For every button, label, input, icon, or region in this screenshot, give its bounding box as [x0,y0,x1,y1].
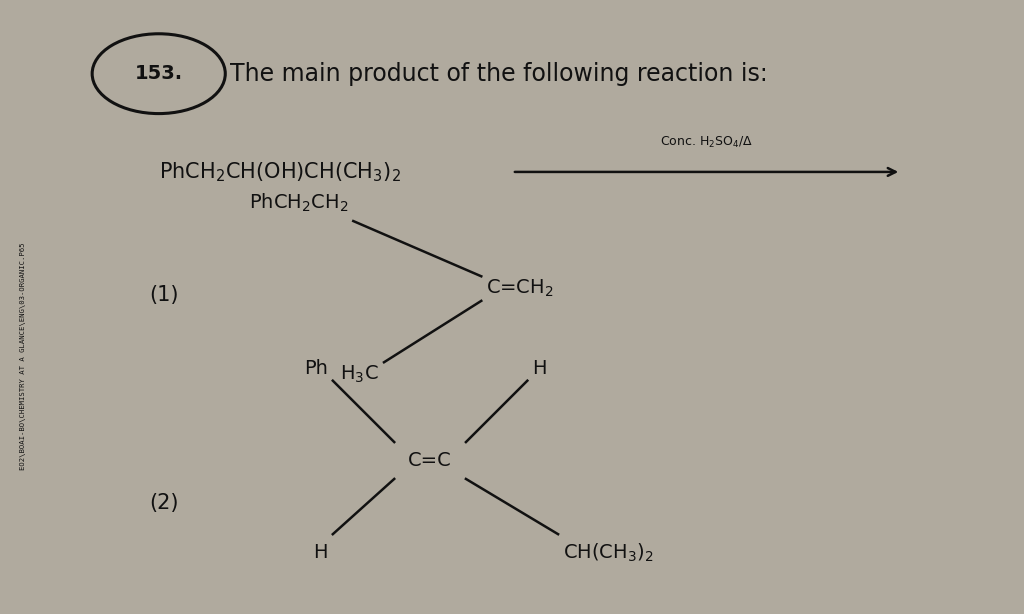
Text: Conc. H$_2$SO$_4$/$\Delta$: Conc. H$_2$SO$_4$/$\Delta$ [660,135,753,150]
Text: (1): (1) [150,285,178,305]
Text: The main product of the following reaction is:: The main product of the following reacti… [230,61,768,86]
Text: CH(CH$_3$)$_2$: CH(CH$_3$)$_2$ [563,542,654,564]
Text: Ph: Ph [304,359,328,378]
Text: PhCH$_2$CH$_2$: PhCH$_2$CH$_2$ [249,192,348,214]
Text: C=C: C=C [409,451,452,470]
Text: (2): (2) [150,494,178,513]
Text: 153.: 153. [135,64,182,83]
Text: H: H [532,359,547,378]
Text: C=CH$_2$: C=CH$_2$ [486,278,554,299]
Text: H: H [313,543,328,562]
Text: H$_3$C: H$_3$C [340,364,379,385]
Text: PhCH$_2$CH(OH)CH(CH$_3$)$_2$: PhCH$_2$CH(OH)CH(CH$_3$)$_2$ [159,160,400,184]
Text: EO2\BOAI-BO\CHEMISTRY AT A GLANCE\ENG\03-ORGANIC.P65: EO2\BOAI-BO\CHEMISTRY AT A GLANCE\ENG\03… [19,243,26,470]
